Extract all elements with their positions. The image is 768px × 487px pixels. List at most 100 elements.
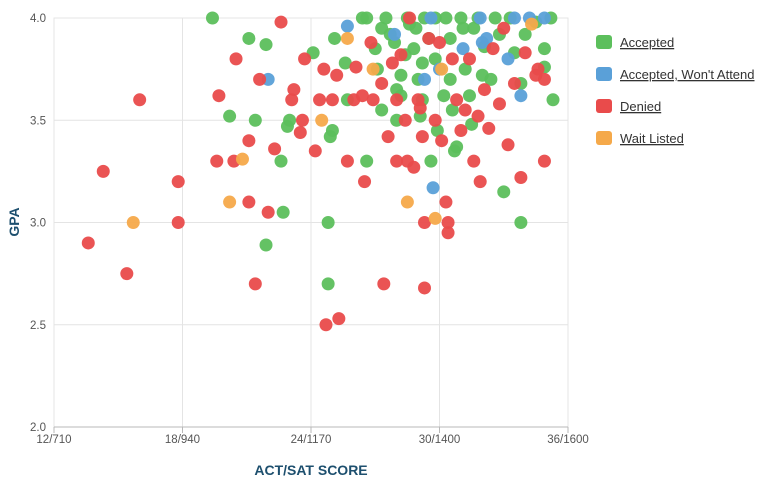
point-denied[interactable] <box>317 62 331 76</box>
point-accepted[interactable] <box>323 130 337 144</box>
point-denied[interactable] <box>293 126 307 140</box>
point-denied[interactable] <box>366 93 380 107</box>
point-denied[interactable] <box>268 142 282 156</box>
point-accepted[interactable] <box>321 277 335 291</box>
point-denied[interactable] <box>210 154 224 168</box>
point-accepted[interactable] <box>484 72 498 86</box>
point-denied[interactable] <box>390 154 404 168</box>
point-denied[interactable] <box>441 226 455 240</box>
legend-item-accepted[interactable]: Accepted <box>620 35 674 50</box>
point-denied[interactable] <box>242 134 256 148</box>
point-accepted-won-t-attend[interactable] <box>507 11 521 25</box>
point-denied[interactable] <box>422 31 436 45</box>
point-accepted-won-t-attend[interactable] <box>537 11 551 25</box>
point-denied[interactable] <box>340 154 354 168</box>
point-accepted[interactable] <box>488 11 502 25</box>
point-accepted[interactable] <box>437 89 451 103</box>
point-accepted-won-t-attend[interactable] <box>424 11 438 25</box>
point-denied[interactable] <box>120 267 134 281</box>
point-denied[interactable] <box>514 171 528 185</box>
point-accepted[interactable] <box>242 31 256 45</box>
point-accepted[interactable] <box>497 185 511 199</box>
point-accepted[interactable] <box>259 238 273 252</box>
point-denied[interactable] <box>358 175 372 189</box>
point-denied[interactable] <box>518 46 532 60</box>
point-accepted[interactable] <box>454 11 468 25</box>
point-denied[interactable] <box>385 56 399 70</box>
point-wait-listed[interactable] <box>126 216 140 229</box>
point-denied[interactable] <box>394 48 408 62</box>
point-denied[interactable] <box>439 195 453 209</box>
point-denied[interactable] <box>261 205 275 219</box>
point-accepted[interactable] <box>205 11 219 25</box>
point-denied[interactable] <box>441 216 455 229</box>
point-accepted[interactable] <box>223 109 237 123</box>
point-wait-listed[interactable] <box>435 62 449 76</box>
point-denied[interactable] <box>171 175 185 189</box>
point-accepted[interactable] <box>248 113 262 127</box>
point-accepted[interactable] <box>409 21 423 35</box>
point-denied[interactable] <box>418 281 432 295</box>
point-wait-listed[interactable] <box>235 152 249 166</box>
point-wait-listed[interactable] <box>223 195 237 209</box>
point-denied[interactable] <box>407 160 421 174</box>
point-accepted[interactable] <box>450 140 464 154</box>
point-denied[interactable] <box>274 15 288 29</box>
point-accepted[interactable] <box>338 56 352 70</box>
point-accepted[interactable] <box>462 89 476 103</box>
point-accepted[interactable] <box>428 52 442 66</box>
point-wait-listed[interactable] <box>525 17 539 31</box>
point-accepted[interactable] <box>360 154 374 168</box>
point-denied[interactable] <box>319 318 333 332</box>
point-denied[interactable] <box>212 89 226 103</box>
point-denied[interactable] <box>133 93 147 107</box>
point-denied[interactable] <box>428 113 442 127</box>
point-accepted[interactable] <box>458 62 472 76</box>
point-accepted[interactable] <box>328 31 342 45</box>
legend-item-wait-listed[interactable]: Wait Listed <box>620 131 684 146</box>
point-accepted-won-t-attend[interactable] <box>456 42 470 56</box>
point-accepted[interactable] <box>456 21 470 35</box>
point-accepted[interactable] <box>546 93 560 107</box>
point-denied[interactable] <box>285 93 299 107</box>
point-denied[interactable] <box>413 101 427 115</box>
point-denied[interactable] <box>81 236 95 250</box>
point-wait-listed[interactable] <box>366 62 380 76</box>
point-denied[interactable] <box>332 312 346 326</box>
point-accepted[interactable] <box>379 11 393 25</box>
point-denied[interactable] <box>501 138 515 152</box>
point-denied[interactable] <box>330 68 344 82</box>
point-denied[interactable] <box>486 42 500 56</box>
point-accepted[interactable] <box>430 123 444 137</box>
point-denied[interactable] <box>435 134 449 148</box>
point-denied[interactable] <box>492 97 506 111</box>
point-denied[interactable] <box>450 93 464 107</box>
point-accepted[interactable] <box>467 21 481 35</box>
point-denied[interactable] <box>313 93 327 107</box>
point-denied[interactable] <box>349 60 363 74</box>
point-denied[interactable] <box>454 123 468 137</box>
point-denied[interactable] <box>537 154 551 168</box>
point-denied[interactable] <box>171 216 185 229</box>
point-denied[interactable] <box>298 52 312 66</box>
legend-item-accepted-won-t-attend[interactable]: Accepted, Won't Attend <box>620 67 755 82</box>
point-denied[interactable] <box>462 52 476 66</box>
point-denied[interactable] <box>242 195 256 209</box>
point-denied[interactable] <box>229 52 243 66</box>
point-accepted-won-t-attend[interactable] <box>340 19 354 33</box>
point-accepted[interactable] <box>283 113 297 127</box>
point-accepted[interactable] <box>375 103 389 117</box>
point-denied[interactable] <box>477 83 491 97</box>
point-accepted-won-t-attend[interactable] <box>388 27 402 41</box>
point-denied[interactable] <box>398 113 412 127</box>
point-denied[interactable] <box>445 52 459 66</box>
point-wait-listed[interactable] <box>315 113 329 127</box>
point-denied[interactable] <box>248 277 262 291</box>
point-accepted[interactable] <box>518 27 532 41</box>
point-denied[interactable] <box>471 109 485 123</box>
point-denied[interactable] <box>415 130 429 144</box>
point-denied[interactable] <box>375 76 389 90</box>
point-denied[interactable] <box>507 76 521 90</box>
point-accepted[interactable] <box>424 154 438 168</box>
point-wait-listed[interactable] <box>340 31 354 45</box>
